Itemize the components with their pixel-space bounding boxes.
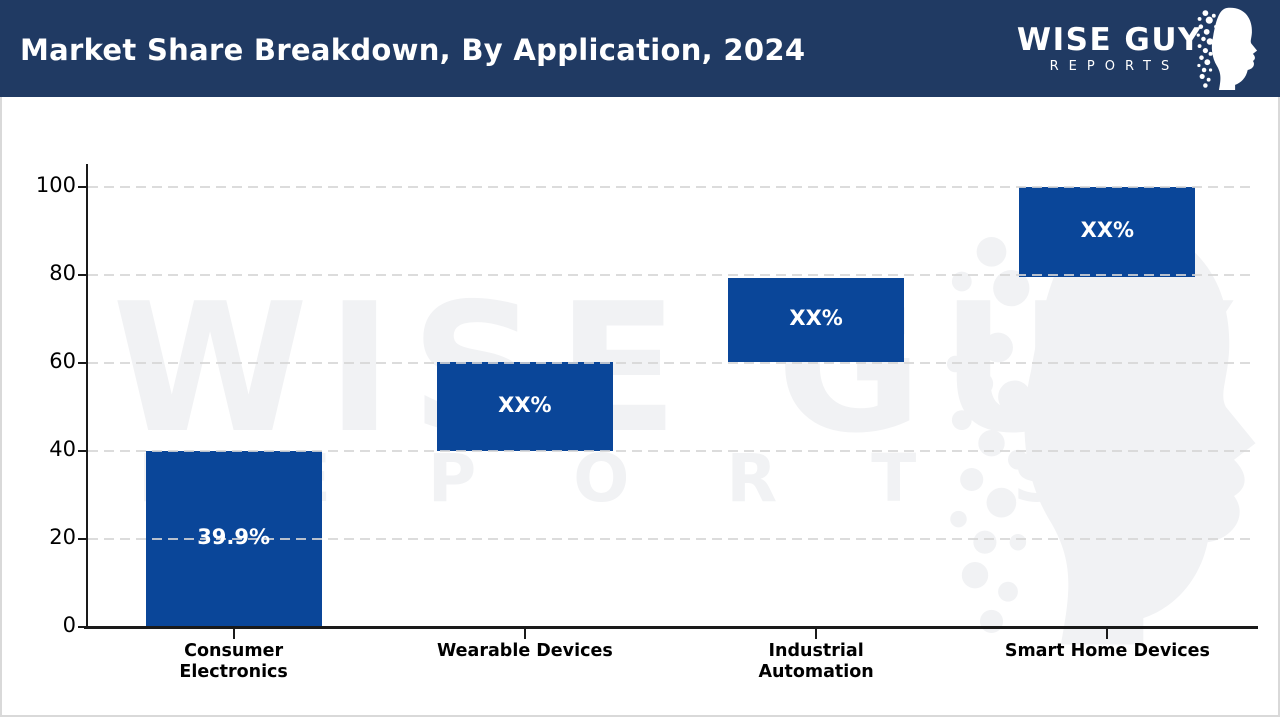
bar-industrial-automation [728, 278, 905, 363]
y-tick-label: 40 [49, 437, 76, 461]
brand-wordmark: WISE GUY [1016, 22, 1202, 58]
gridline-40 [88, 450, 1253, 452]
gridline-100 [88, 186, 1253, 188]
gridline-80 [88, 274, 1253, 276]
page-title: Market Share Breakdown, By Application, … [20, 33, 806, 67]
y-tick-mark [78, 186, 87, 188]
bar-value-label: XX% [789, 306, 843, 331]
gridline-20 [88, 538, 1253, 540]
y-tick-mark [78, 538, 87, 540]
bar-value-label: XX% [1080, 218, 1135, 243]
x-tick-mark [815, 629, 818, 639]
y-tick-label: 100 [35, 173, 76, 197]
bar-value-label: 39.9% [197, 525, 271, 550]
x-axis-spine [84, 626, 1258, 629]
y-tick-mark [78, 274, 87, 276]
x-tick-mark [523, 629, 526, 639]
y-axis-spine [86, 164, 88, 628]
bar-wearable-devices [436, 362, 613, 452]
header-bar: Market Share Breakdown, By Application, … [0, 0, 1280, 97]
y-tick-label: 20 [49, 525, 76, 549]
gridline-60 [88, 362, 1253, 364]
x-category-label: Consumer Electronics [179, 641, 288, 682]
y-tick-mark [78, 626, 87, 628]
x-tick-mark [232, 629, 235, 639]
y-tick-label: 0 [62, 613, 76, 637]
brand-head-icon [1196, 7, 1258, 90]
brand-text: WISE GUY REPORTS [1017, 22, 1202, 74]
brand-subtext: REPORTS [1049, 59, 1180, 74]
brand-logo: WISE GUY REPORTS [1017, 6, 1270, 90]
y-tick-label: 60 [49, 349, 76, 373]
y-tick-label: 80 [49, 261, 76, 285]
bar-value-label: XX% [498, 392, 552, 417]
x-category-label: Industrial Automation [758, 641, 874, 682]
x-tick-mark [1106, 629, 1109, 639]
x-category-label: Wearable Devices [437, 641, 613, 661]
y-tick-mark [78, 450, 87, 452]
bar-smart-home-devices [1019, 187, 1196, 278]
y-tick-mark [78, 362, 87, 364]
x-category-label: Smart Home Devices [1004, 641, 1210, 661]
